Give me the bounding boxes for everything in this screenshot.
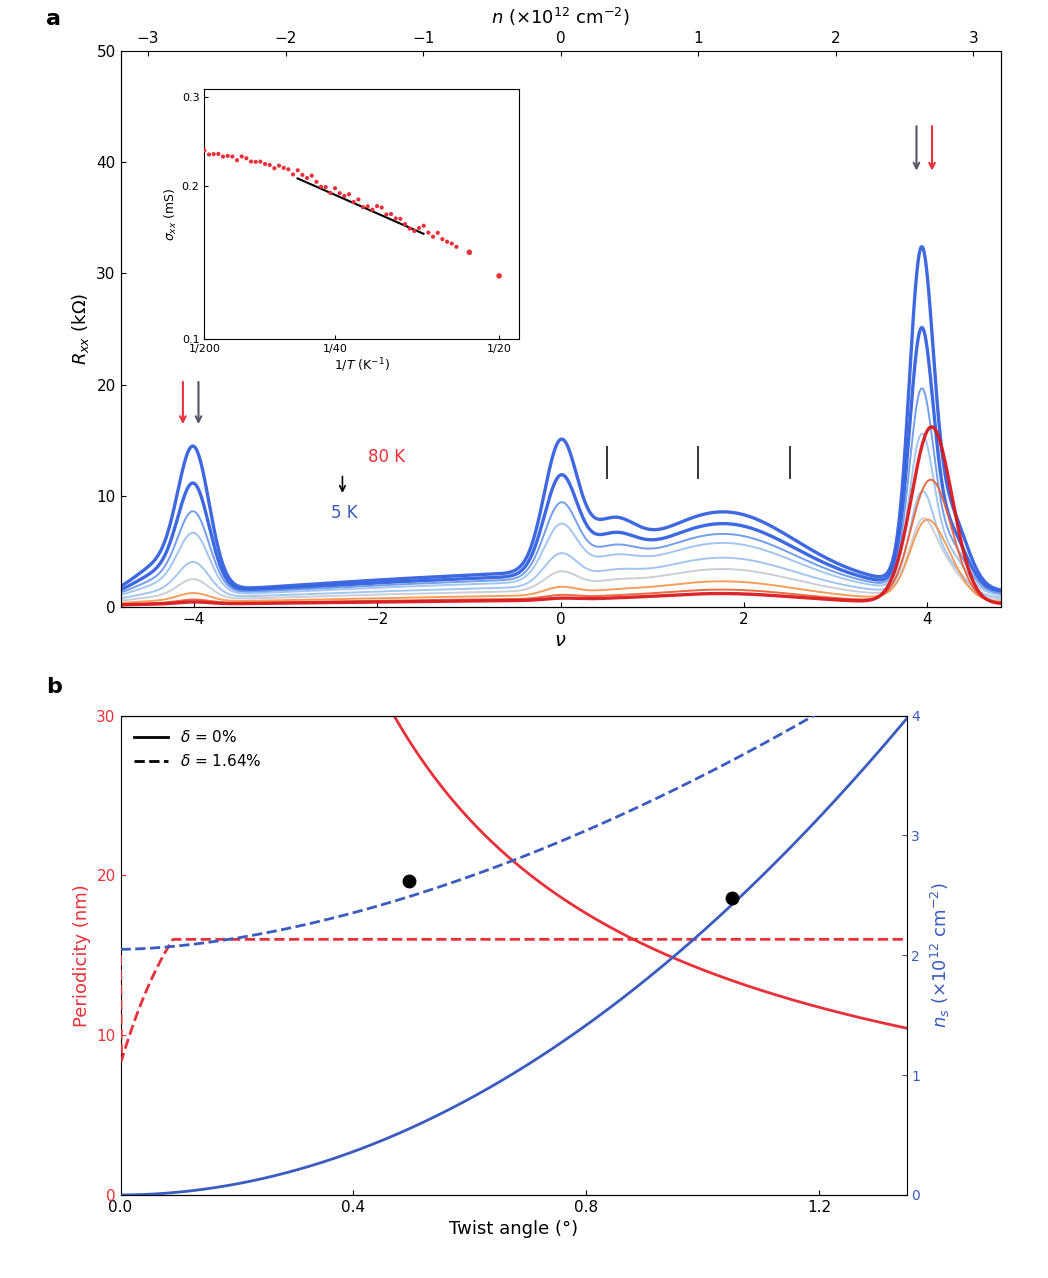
Point [378, 204, 395, 225]
Point [392, 208, 409, 229]
Point [312, 176, 329, 197]
Point [383, 203, 399, 224]
Point [280, 160, 297, 180]
Y-axis label: $n_s$ ($\times$10$^{12}$ cm$^{-2}$): $n_s$ ($\times$10$^{12}$ cm$^{-2}$) [929, 882, 952, 1029]
Point [238, 148, 255, 169]
Point [276, 157, 292, 178]
Point [200, 144, 217, 165]
Point [406, 221, 422, 242]
Point [308, 171, 325, 192]
Point [243, 151, 260, 171]
Point [224, 146, 241, 166]
Point [424, 226, 441, 247]
Point [490, 266, 507, 286]
Point [369, 196, 386, 216]
Point [257, 153, 274, 174]
Point [397, 213, 414, 234]
Point [401, 219, 418, 239]
Point [461, 242, 478, 262]
Point [219, 146, 236, 166]
Text: b: b [46, 676, 62, 697]
X-axis label: $n$ ($\times$10$^{12}$ cm$^{-2}$): $n$ ($\times$10$^{12}$ cm$^{-2}$) [492, 6, 630, 28]
Text: 5 K: 5 K [331, 504, 358, 521]
Point [373, 197, 390, 217]
X-axis label: 1/$T$ (K$^{-1}$): 1/$T$ (K$^{-1}$) [333, 357, 390, 374]
Point [247, 152, 264, 173]
Point [215, 147, 232, 167]
Point [420, 222, 437, 243]
Point [266, 158, 283, 179]
X-axis label: $\nu$: $\nu$ [554, 631, 567, 651]
X-axis label: Twist angle (°): Twist angle (°) [449, 1220, 578, 1238]
Point [289, 160, 306, 180]
Legend: $\delta$ = 0%, $\delta$ = 1.64%: $\delta$ = 0%, $\delta$ = 1.64% [128, 723, 267, 776]
Point [318, 176, 334, 197]
Point [434, 229, 451, 249]
Point [252, 151, 268, 171]
Point [346, 192, 363, 212]
Y-axis label: $R_{xx}$ (k$\Omega$): $R_{xx}$ (k$\Omega$) [70, 293, 91, 366]
Point [443, 234, 460, 254]
Point [388, 208, 405, 229]
Point [336, 185, 353, 206]
Point [439, 231, 456, 252]
Point [205, 144, 222, 165]
Text: 80 K: 80 K [368, 449, 406, 466]
Point [196, 141, 213, 161]
Point [299, 167, 315, 188]
Point [228, 150, 245, 170]
Point [331, 183, 348, 203]
Point [447, 236, 464, 257]
Point [430, 222, 446, 243]
Point [415, 216, 432, 236]
Y-axis label: $\sigma_{xx}$ (mS): $\sigma_{xx}$ (mS) [162, 188, 179, 240]
Point [359, 196, 376, 216]
Point [303, 165, 320, 185]
Point [322, 183, 339, 203]
Point [210, 143, 226, 164]
Point [350, 189, 367, 210]
Point [354, 197, 371, 217]
Point [294, 165, 311, 185]
Point [285, 165, 302, 185]
Y-axis label: Periodicity (nm): Periodicity (nm) [72, 884, 91, 1026]
Point [341, 184, 357, 204]
Point [411, 217, 428, 238]
Point [364, 199, 380, 220]
Point [327, 178, 344, 198]
Point [270, 156, 287, 176]
Point [261, 155, 278, 175]
Text: a: a [46, 9, 61, 29]
Point [234, 146, 250, 166]
